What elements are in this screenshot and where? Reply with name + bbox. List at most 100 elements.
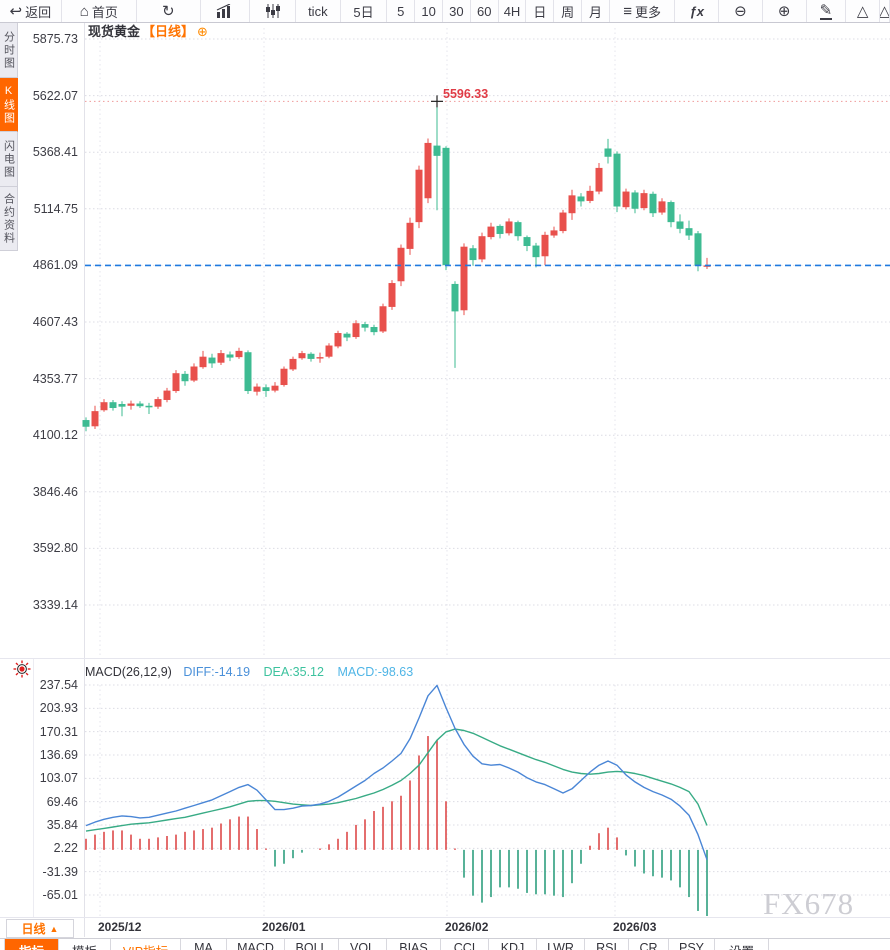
tab-kdj[interactable]: KDJ <box>489 939 537 950</box>
interval-month-button[interactable]: 月 <box>582 0 610 22</box>
tab-cr[interactable]: CR <box>629 939 669 950</box>
interval-day-button[interactable]: 日 <box>526 0 555 22</box>
tab-vip-indicator[interactable]: VIP指标 <box>111 939 181 950</box>
bar-chart-icon <box>216 4 231 18</box>
sidebar-tab-lightning-chart[interactable]: 闪电图 <box>0 132 18 187</box>
macd-axis-label: 136.69 <box>39 748 78 762</box>
fx-button[interactable]: ƒx <box>675 0 720 22</box>
macd-axis-label: 69.46 <box>46 794 78 809</box>
interval-10-button-label: 10 <box>421 3 436 19</box>
tab-ma[interactable]: MA <box>181 939 227 950</box>
interval-month-button-label: 月 <box>588 4 602 20</box>
macd-histogram <box>85 736 708 916</box>
x-axis-label: 2026/03 <box>613 920 657 934</box>
more-button[interactable]: ≡ 更多 <box>610 0 676 22</box>
indicator-tab-bar: 指标模板VIP指标MAMACDBOLLVOLBIASCCIKDJLWRRSICR… <box>0 938 890 950</box>
interval-5d-button-label: 5日 <box>353 4 374 20</box>
triangle-tool-button-icon: △ <box>856 2 869 20</box>
macd-axis-label: 170.31 <box>39 724 78 739</box>
interval-4h-button[interactable]: 4H <box>499 0 527 22</box>
price-axis-label: 4100.12 <box>32 428 78 443</box>
left-gutter-divider <box>33 658 34 917</box>
price-axis-label: 4607.43 <box>32 315 78 329</box>
macd-axis-label: 35.84 <box>46 818 78 832</box>
add-indicator-icon[interactable]: ⊕ <box>197 24 208 39</box>
macd-axis-label: 237.54 <box>39 678 78 692</box>
chevron-up-icon: ▲ <box>49 923 59 934</box>
tab-lwr[interactable]: LWR <box>537 939 585 950</box>
tab-macd[interactable]: MACD <box>227 939 285 950</box>
refresh-button[interactable]: ↻ <box>137 0 201 22</box>
price-axis-label: 3846.46 <box>32 484 78 499</box>
clipped-tool-button[interactable]: △ <box>880 0 890 22</box>
zoom-in-button-icon: ⊕ <box>777 2 791 20</box>
interval-day-button-label: 日 <box>533 4 547 20</box>
price-axis-label: 5875.73 <box>32 32 78 46</box>
tab-bias[interactable]: BIAS <box>387 939 441 950</box>
panel-divider-top <box>0 658 890 659</box>
interval-30-button[interactable]: 30 <box>443 0 471 22</box>
draw-button[interactable]: ✎ <box>807 0 847 22</box>
interval-10-button[interactable]: 10 <box>415 0 443 22</box>
period-selector-button[interactable]: 日线 ▲ <box>6 919 74 938</box>
interval-60-button[interactable]: 60 <box>471 0 499 22</box>
sidebar-tab-kline-chart[interactable]: K线图 <box>0 78 18 132</box>
tab-cci[interactable]: CCI <box>441 939 489 950</box>
candle-chart-button[interactable] <box>250 0 296 22</box>
home-button-icon: ⌂ <box>79 2 89 20</box>
tab-rsi[interactable]: RSI <box>585 939 629 950</box>
home-button-label: 首页 <box>91 4 118 20</box>
bar-chart-button[interactable] <box>201 0 251 22</box>
macd-info-row: MACD(26,12,9) DIFF:-14.19 DEA:35.12 MACD… <box>85 665 413 679</box>
interval-week-button-label: 周 <box>561 4 575 20</box>
x-axis-label: 2026/01 <box>262 920 306 934</box>
tab-psy[interactable]: PSY <box>669 939 715 950</box>
clipped-tool-button-icon: △ <box>880 4 889 19</box>
interval-4h-button-label: 4H <box>503 3 521 19</box>
zoom-in-button[interactable]: ⊕ <box>763 0 807 22</box>
panel-divider-bottom <box>0 917 890 918</box>
live-indicator-icon[interactable] <box>13 660 31 683</box>
axis-divider <box>84 23 85 937</box>
tab-indicator[interactable]: 指标 <box>5 939 59 950</box>
macd-axis-label: -31.39 <box>42 864 78 879</box>
interval-5-button[interactable]: 5 <box>387 0 416 22</box>
interval-60-button-label: 60 <box>476 3 492 19</box>
macd-diff-line <box>85 684 708 860</box>
zoom-out-button-icon: ⊖ <box>734 2 747 20</box>
tick-button[interactable]: tick <box>296 0 341 22</box>
home-button[interactable]: ⌂ 首页 <box>62 0 138 22</box>
period-selector-label: 日线 <box>21 922 46 936</box>
tab-template[interactable]: 模板 <box>59 939 111 950</box>
macd-dea-value: DEA:35.12 <box>263 665 324 679</box>
x-axis-label: 2025/12 <box>98 920 142 934</box>
tab-boll[interactable]: BOLL <box>285 939 339 950</box>
refresh-button-icon: ↻ <box>162 2 175 20</box>
macd-macd-value: MACD:-98.63 <box>337 665 414 679</box>
watermark: FX678 <box>763 886 855 921</box>
sidebar-tab-timeshare-chart[interactable]: 分时图 <box>0 23 18 78</box>
tab-vol[interactable]: VOL <box>339 939 387 950</box>
back-button[interactable]: ↩ 返回 <box>0 0 62 22</box>
tick-button-label: tick <box>308 3 328 19</box>
price-axis-label: 5114.75 <box>33 201 78 216</box>
back-button-icon: ↩ <box>9 2 23 20</box>
price-axis-label: 3592.80 <box>32 541 78 556</box>
triangle-tool-button[interactable]: △ <box>846 0 881 22</box>
x-axis-label: 2026/02 <box>445 920 489 934</box>
sidebar-tab-contract-info[interactable]: 合约资料 <box>0 187 18 251</box>
period-tag: 【日线】 <box>142 24 195 39</box>
interval-5d-button[interactable]: 5日 <box>341 0 388 22</box>
interval-week-button[interactable]: 周 <box>554 0 583 22</box>
macd-axis-label: 203.93 <box>39 701 78 716</box>
interval-5-button-label: 5 <box>397 3 405 19</box>
tab-settings[interactable]: 设置 <box>715 939 769 950</box>
candlestick-series <box>82 101 711 432</box>
zoom-out-button[interactable]: ⊖ <box>719 0 763 22</box>
price-axis-label: 3339.14 <box>32 598 78 612</box>
high-price-annotation: 5596.33 <box>443 87 489 101</box>
back-button-label: 返回 <box>25 4 52 20</box>
